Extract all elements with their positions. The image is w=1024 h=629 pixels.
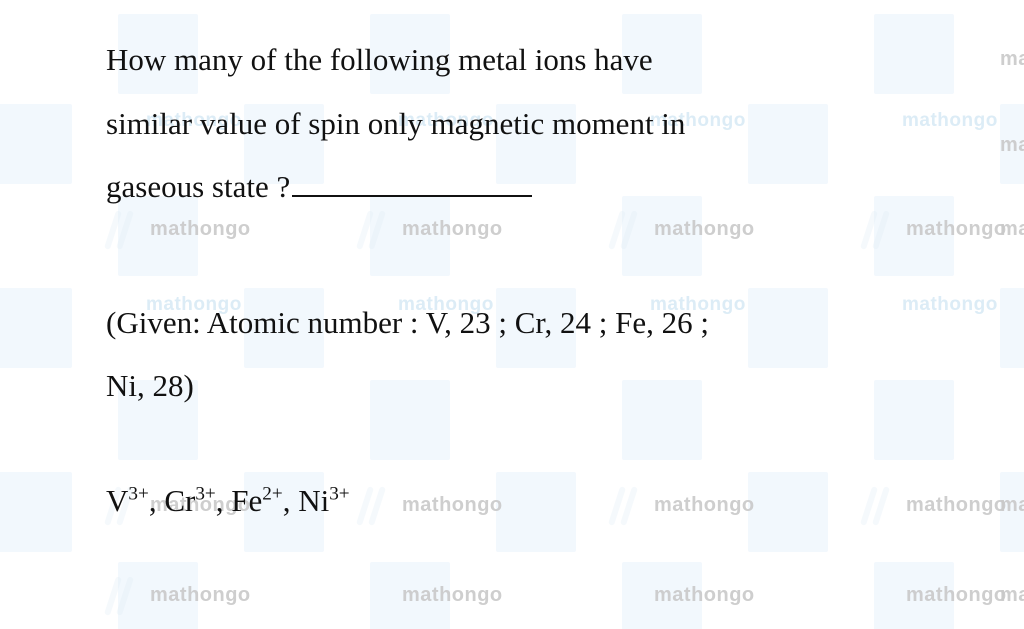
ion: Fe2+	[231, 483, 282, 518]
question-text: How many of the following metal ions hav…	[106, 28, 994, 219]
question-line: How many of the following metal ions hav…	[106, 42, 653, 77]
question-line: gaseous state ?	[106, 169, 290, 204]
question-content: How many of the following metal ions hav…	[0, 0, 1024, 525]
ion-list: V3+, Cr3+, Fe2+, Ni3+	[106, 476, 994, 526]
given-info: (Given: Atomic number : V, 23 ; Cr, 24 ;…	[106, 291, 994, 418]
question-line: similar value of spin only magnetic mome…	[106, 106, 685, 141]
ion: Cr3+	[164, 483, 215, 518]
ion: V3+	[106, 483, 149, 518]
answer-blank	[292, 166, 532, 197]
watermark-text: mathongo	[402, 584, 503, 607]
watermark-text: mathongo	[150, 584, 251, 607]
ion: Ni3+	[298, 483, 349, 518]
given-line: Ni, 28)	[106, 368, 194, 403]
watermark-text: mathongo	[654, 584, 755, 607]
watermark-text: mathongo	[906, 584, 1007, 607]
given-line: (Given: Atomic number : V, 23 ; Cr, 24 ;…	[106, 305, 709, 340]
watermark-text: ma	[1000, 584, 1024, 607]
